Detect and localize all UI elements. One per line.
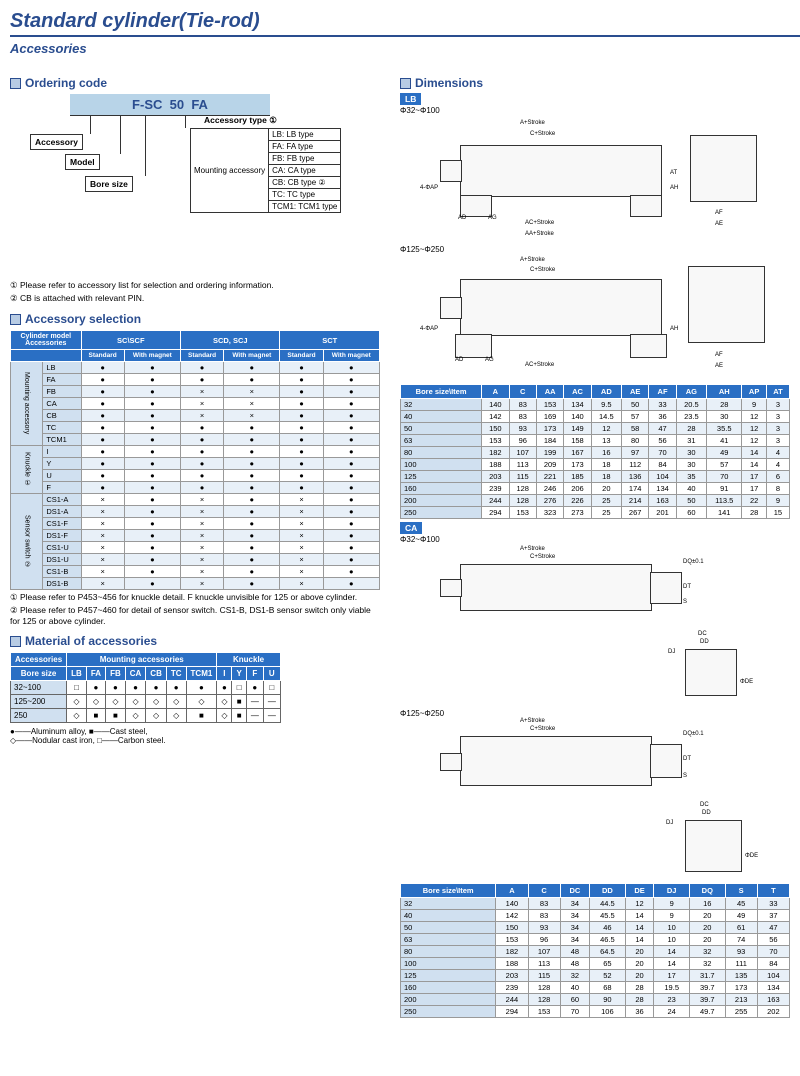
lb-diagram-1: A+Stroke C+Stroke AC+Stroke AA+Stroke 4-… [400,115,790,245]
lb-range-2: Φ125~Φ250 [400,245,790,254]
ordering-note-1: ① Please refer to accessory list for sel… [10,280,380,291]
ca-range-2: Φ125~Φ250 [400,709,790,718]
bore-label: Bore size [85,176,133,192]
material-table: Accessories Mounting accessories Knuckle… [10,652,281,723]
selection-note-2: ② Please refer to P457~460 for detail of… [10,605,380,626]
lb-label: LB [400,94,790,104]
accessory-type-table: Mounting accessoryLB: LB type FA: FA typ… [190,128,341,213]
selection-note-1: ① Please refer to P453~456 for knuckle d… [10,592,380,603]
ordering-note-2: ② CB is attached with relevant PIN. [10,293,380,304]
ca-diagram-1: A+Stroke C+Stroke DQ±0.1 DT S [400,544,790,639]
ca-table: Bore size\ItemACDCDDDEDJDQST 32140833444… [400,883,790,1018]
model-label: Model [65,154,100,170]
lb-table: Bore size\ItemACAAACADAEAFAGAHAPAT 32140… [400,384,790,519]
ca-label: CA [400,523,790,533]
material-legend: ●——Aluminum alloy, ■——Cast steel, ◇——Nod… [10,727,380,745]
ca-bracket-1: DD DC DJ ΦDE [400,639,790,709]
accessory-label: Accessory [30,134,83,150]
lb-diagram-2: A+Stroke C+Stroke AC+Stroke 4-ΦAP AD AG … [400,254,790,384]
material-header: Material of accessories [10,634,380,648]
ca-range-1: Φ32~Φ100 [400,535,790,544]
dimensions-header: Dimensions [400,76,790,90]
selection-table: Cylinder modelAccessories SC\SCF SCD, SC… [10,330,380,590]
ordering-header: Ordering code [10,76,380,90]
ca-diagram-2: A+Stroke C+Stroke DQ±0.1 DT S [400,718,790,808]
type-label: Accessory type ① [200,113,281,128]
page-title: Standard cylinder(Tie-rod) [10,10,800,37]
selection-header: Accessory selection [10,312,380,326]
ca-bracket-2: DD DC DJ ΦDE [400,808,790,883]
page-subtitle: Accessories [10,41,800,56]
lb-range-1: Φ32~Φ100 [400,106,790,115]
